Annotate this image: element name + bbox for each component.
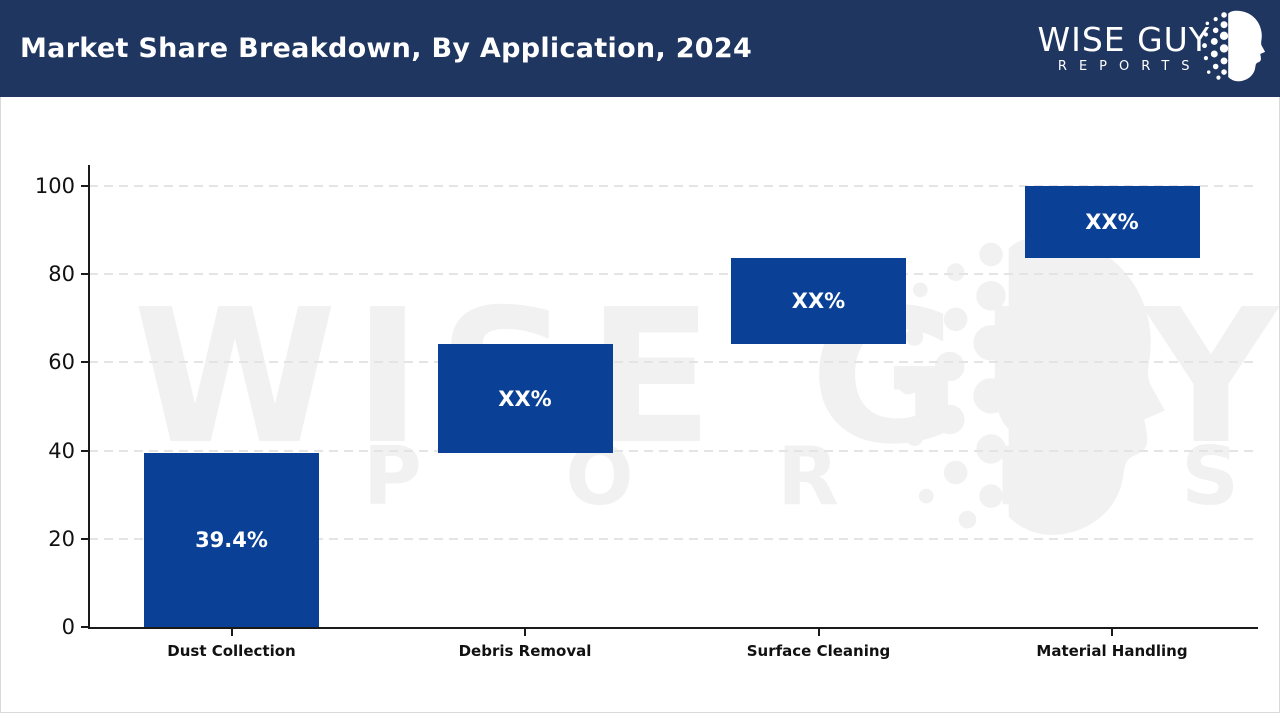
x-tick-mark-surface-cleaning <box>817 629 820 636</box>
chart-title: Market Share Breakdown, By Application, … <box>20 33 753 64</box>
y-tick-label-80: 80 <box>48 262 75 287</box>
x-category-label-material-handling: Material Handling <box>1036 642 1188 660</box>
y-axis-line <box>88 165 90 629</box>
wiseguy-logo: WISE GUY REPORTS <box>1037 10 1266 86</box>
bar-surface-cleaning: XX% <box>731 257 906 344</box>
y-tick-mark-0 <box>81 626 89 628</box>
y-tick-label-20: 20 <box>48 526 75 551</box>
y-tick-mark-40 <box>81 449 89 452</box>
gridline-40 <box>89 449 1257 452</box>
bar-value-label-dust-collection: 39.4% <box>195 528 268 553</box>
x-tick-mark-material-handling <box>1111 629 1113 636</box>
bar-value-label-debris-removal: XX% <box>498 386 552 411</box>
bar-dust-collection: 39.4% <box>144 453 319 627</box>
logo-brand-name: WISE GUY <box>1037 20 1210 59</box>
y-tick-mark-20 <box>81 537 89 540</box>
y-tick-mark-80 <box>81 273 89 276</box>
x-axis-line <box>88 627 1258 629</box>
gridline-100 <box>89 185 1257 187</box>
bar-debris-removal: XX% <box>437 343 613 454</box>
x-category-label-dust-collection: Dust Collection <box>167 642 296 660</box>
x-category-label-surface-cleaning: Surface Cleaning <box>746 642 891 660</box>
y-tick-mark-60 <box>81 361 89 364</box>
watermark-head-icon <box>898 236 1165 535</box>
gridline-20 <box>89 537 1257 540</box>
bar-value-label-material-handling: XX% <box>1085 209 1139 234</box>
x-category-label-debris-removal: Debris Removal <box>458 642 592 660</box>
logo-head-icon <box>1202 10 1266 81</box>
logo-brand-subtitle: REPORTS <box>1057 59 1202 74</box>
y-tick-label-100: 100 <box>34 174 75 198</box>
bar-material-handling: XX% <box>1024 186 1200 258</box>
gridline-80 <box>89 273 1257 276</box>
x-tick-mark-debris-removal <box>524 629 526 636</box>
y-tick-label-40: 40 <box>48 438 75 463</box>
y-tick-mark-100 <box>81 185 89 187</box>
wiseguy-logo-text: WISE GUY REPORTS <box>1037 23 1210 74</box>
chart-area: WISE GUY P O R T S 0 20 40 60 80 100 39.4% Dust… <box>0 97 1280 713</box>
gridline-60 <box>89 361 1257 364</box>
x-tick-mark-dust-collection <box>230 629 233 636</box>
header-banner: Market Share Breakdown, By Application, … <box>0 0 1280 97</box>
bar-value-label-surface-cleaning: XX% <box>791 288 846 313</box>
y-tick-label-60: 60 <box>48 350 75 375</box>
y-tick-label-0: 0 <box>61 615 75 639</box>
